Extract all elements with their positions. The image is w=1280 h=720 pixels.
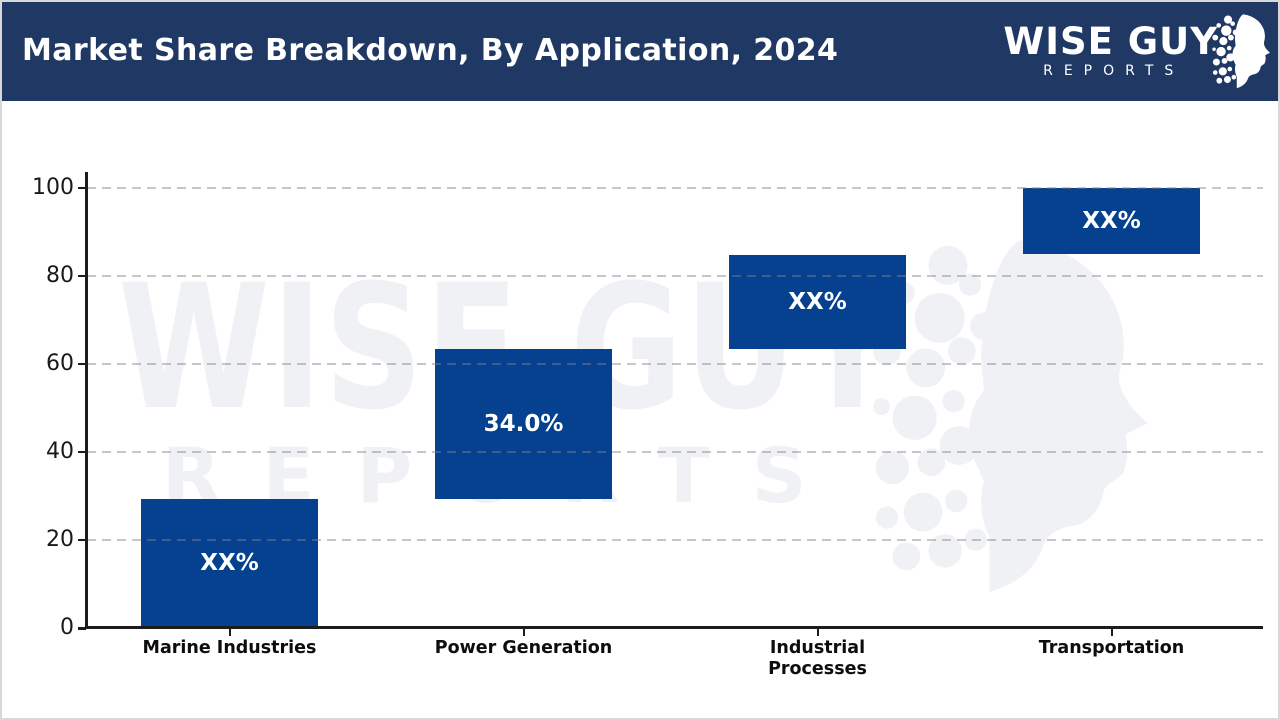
y-tick-label-40: 40: [46, 438, 74, 464]
x-tick-mark-4: [1110, 629, 1113, 636]
y-tick-label-0: 0: [60, 615, 74, 640]
y-tick-label-60: 60: [46, 350, 74, 376]
gridline-80: [87, 274, 1263, 277]
bar-power-generation: 34.0%: [435, 349, 612, 499]
bar-industrial-processes: XX%: [729, 254, 906, 349]
y-tick-mark-0: [78, 627, 86, 630]
bar-value-label: XX%: [788, 288, 847, 315]
gridline-20: [87, 538, 1263, 541]
gridline-40: [87, 450, 1263, 453]
header-bar: Market Share Breakdown, By Application, …: [2, 2, 1278, 101]
watermark-head-icon: [862, 220, 1167, 610]
y-tick-label-20: 20: [46, 526, 74, 552]
y-tick-label-100: 100: [32, 174, 74, 200]
y-tick-label-80: 80: [46, 262, 74, 288]
x-tick-mark-3: [816, 629, 819, 636]
x-category-label-1: Marine Industries: [142, 638, 317, 658]
wise-guy-logo: WISE GUY REPORTS: [1003, 10, 1274, 92]
x-category-label-3: Industrial Processes: [768, 638, 867, 679]
y-tick-mark-60: [78, 362, 86, 366]
y-tick-mark-80: [78, 274, 86, 278]
x-tick-mark-2: [522, 629, 525, 636]
y-tick-mark-100: [78, 186, 86, 189]
y-tick-mark-20: [78, 538, 86, 542]
x-category-label-2: Power Generation: [434, 638, 613, 658]
y-tick-mark-40: [78, 450, 86, 454]
bar-value-label: XX%: [1082, 207, 1141, 234]
gridline-60: [87, 362, 1263, 365]
x-axis-line: [85, 626, 1263, 629]
x-category-label-4: Transportation: [1038, 638, 1185, 658]
y-axis-line: [85, 172, 88, 629]
chart-title: Market Share Breakdown, By Application, …: [22, 33, 839, 68]
logo-wordmark: WISE GUY: [1003, 20, 1218, 63]
gridline-100: [87, 186, 1263, 189]
bar-transportation: XX%: [1023, 187, 1200, 254]
bar-marine-industries: XX%: [141, 498, 318, 628]
logo-text: WISE GUY REPORTS: [1003, 23, 1218, 78]
bar-value-label: 34.0%: [483, 411, 564, 438]
x-tick-mark-1: [228, 629, 231, 636]
bar-value-label: XX%: [200, 550, 259, 577]
logo-head-icon: [1210, 10, 1274, 92]
logo-subtitle: REPORTS: [1043, 63, 1185, 79]
